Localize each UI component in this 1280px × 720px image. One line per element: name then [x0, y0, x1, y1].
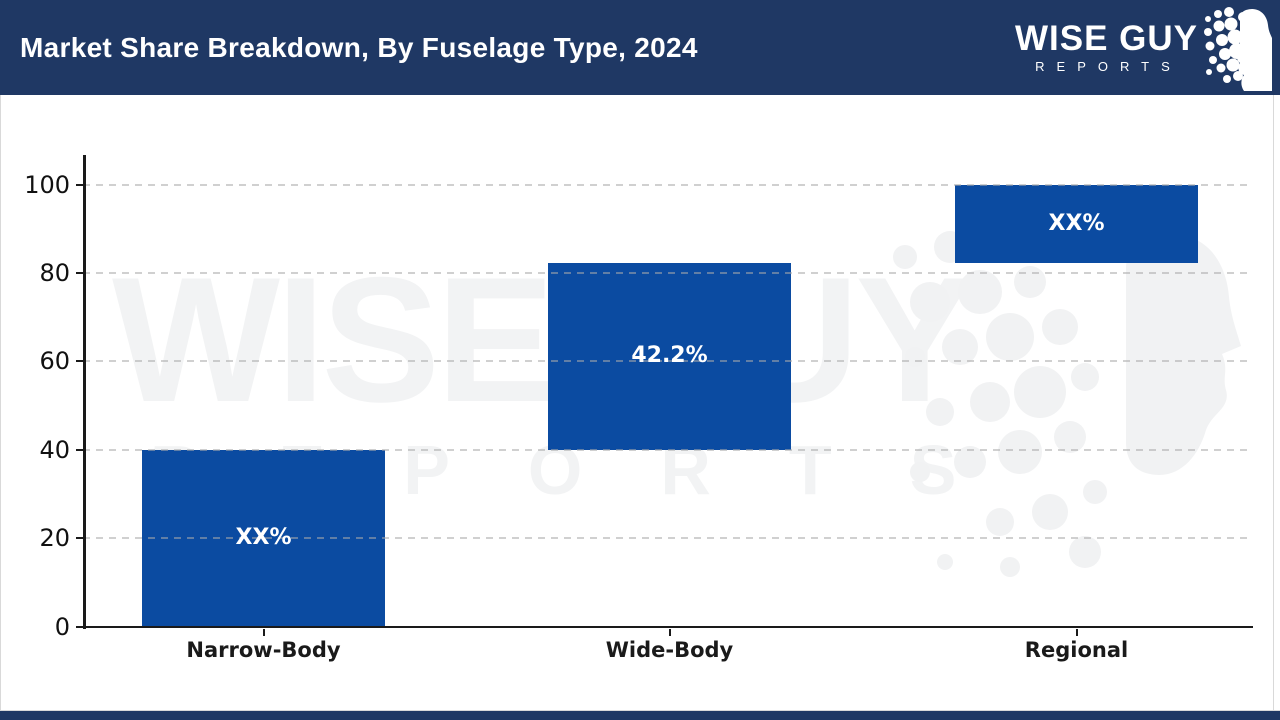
x-category-label: Narrow-Body — [186, 638, 341, 662]
gridline-20 — [83, 537, 1253, 540]
logo-subtext: REPORTS — [1035, 58, 1182, 74]
header-bar: Market Share Breakdown, By Fuselage Type… — [0, 0, 1280, 95]
logo: WISE GUY REPORTS — [1015, 0, 1272, 95]
bar-value-label: 42.2% — [631, 343, 708, 369]
y-tick-label: 80 — [39, 258, 70, 287]
bar-regional — [955, 184, 1198, 264]
bar-wide-body — [548, 263, 791, 450]
y-tick-label: 20 — [39, 524, 70, 553]
y-tick-label: 100 — [24, 170, 70, 199]
y-tick-mark — [76, 625, 83, 628]
page-title: Market Share Breakdown, By Fuselage Type… — [20, 31, 698, 63]
x-category-label: Regional — [1024, 638, 1129, 662]
bar-value-label: XX% — [235, 525, 292, 551]
frame-left-line — [0, 95, 1, 711]
watermark-text-line1: WISE GUY — [112, 240, 974, 439]
watermark-face-dots — [893, 228, 1241, 577]
gridline-40 — [83, 448, 1253, 451]
gridline-100 — [83, 183, 1253, 186]
gridline-80 — [83, 271, 1253, 274]
x-tick-mark — [1075, 628, 1078, 636]
y-tick-mark — [76, 271, 83, 274]
logo-word: WISE GUY — [1014, 18, 1198, 58]
logo-wordmark: WISE GUY REPORTS — [1014, 18, 1198, 74]
gridline-60 — [83, 360, 1253, 363]
bar-value-label: XX% — [1048, 210, 1105, 236]
y-tick-label: 60 — [39, 347, 70, 376]
logo-face-icon — [1204, 6, 1272, 91]
y-axis-line — [83, 155, 86, 629]
y-tick-mark — [76, 183, 83, 186]
x-category-label: Wide-Body — [605, 638, 734, 662]
frame-right-line — [1273, 95, 1274, 711]
y-tick-label: 0 — [54, 612, 70, 641]
x-tick-mark — [262, 628, 265, 636]
footer-bar — [0, 711, 1280, 720]
x-axis-line — [83, 625, 1253, 629]
y-tick-mark — [76, 537, 83, 540]
y-tick-mark — [76, 360, 83, 363]
y-tick-label: 40 — [39, 435, 70, 464]
frame-bottom-line — [0, 710, 1280, 711]
y-tick-mark — [76, 448, 83, 451]
x-tick-mark — [668, 628, 671, 636]
